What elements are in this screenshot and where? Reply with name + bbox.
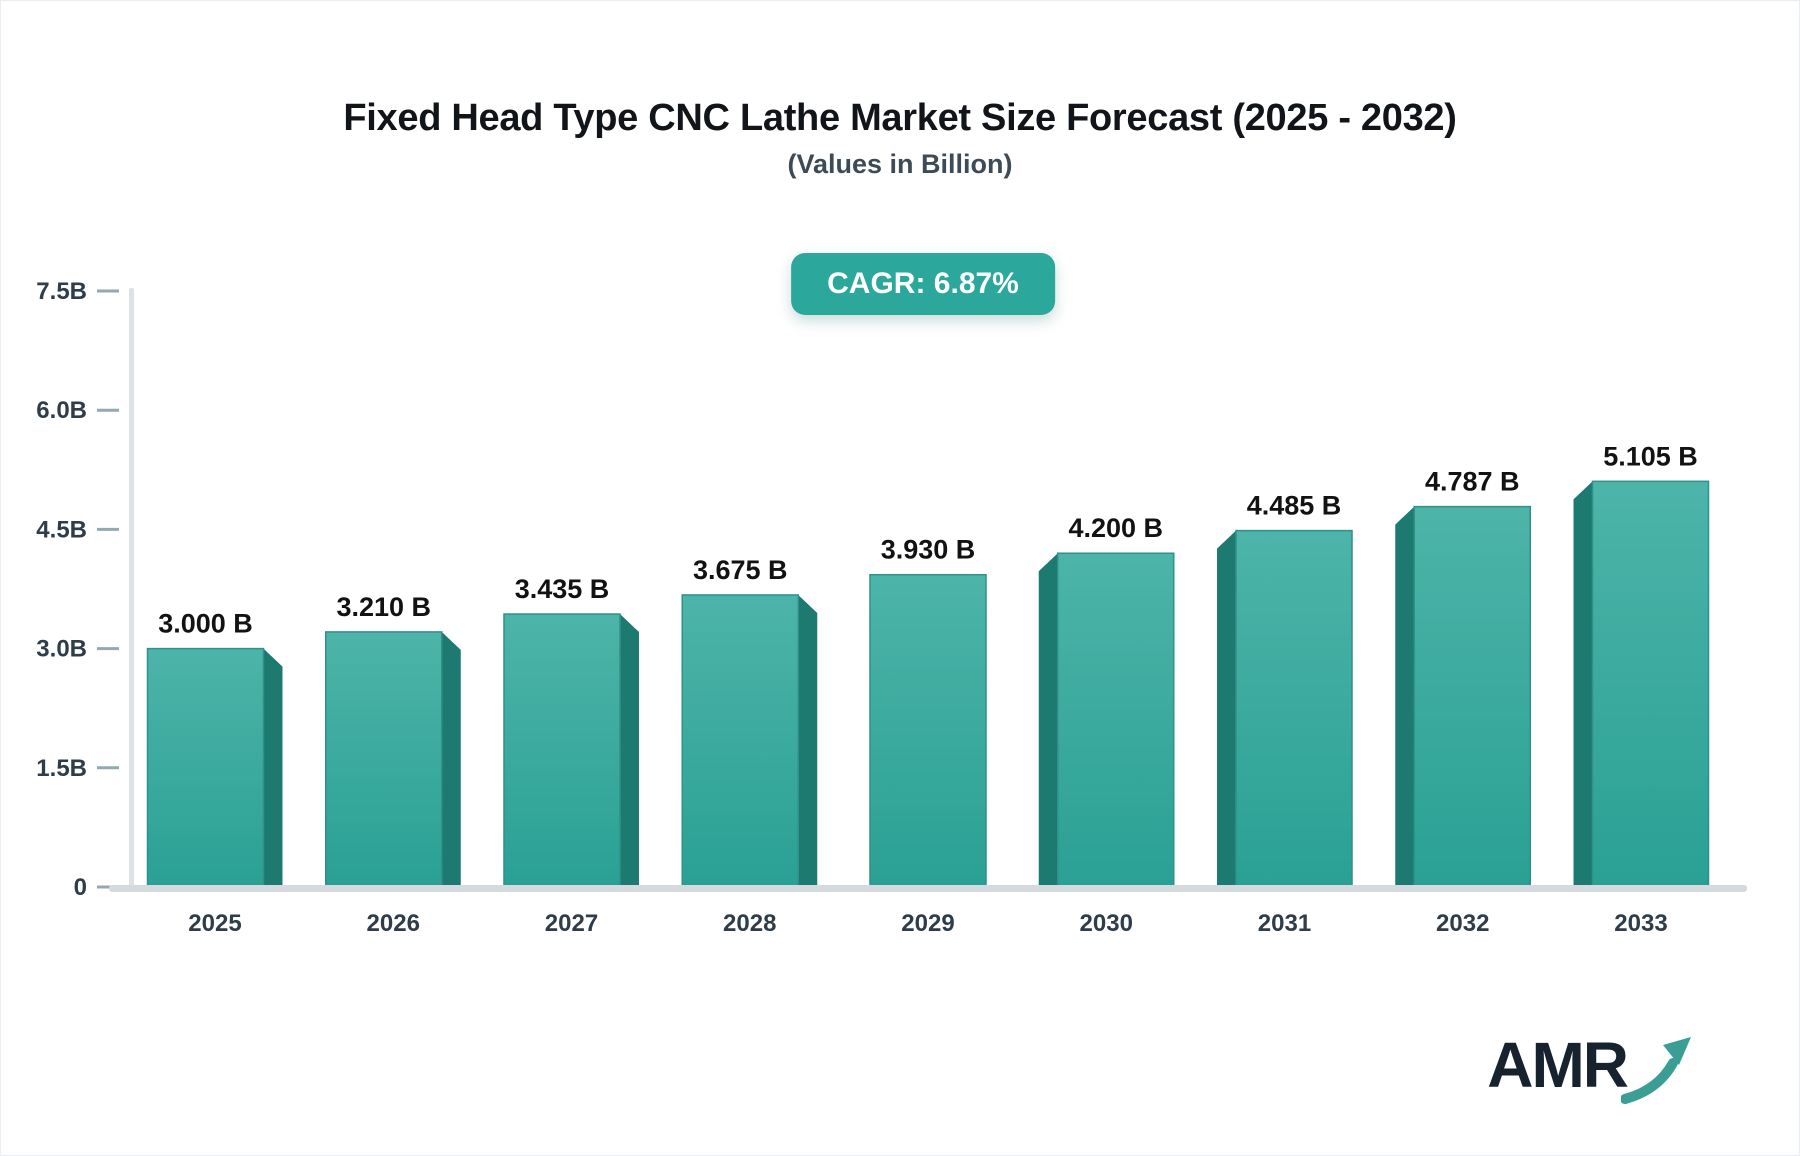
bar-side-2027 [620, 614, 639, 887]
x-tick-label: 2027 [545, 910, 598, 937]
y-axis-line [129, 288, 134, 890]
bar-2025 [146, 647, 265, 888]
x-tick-label: 2026 [367, 910, 420, 937]
bar-side-2025 [263, 648, 283, 887]
bar-2033 [1591, 480, 1710, 888]
bar-value-label: 5.105 B [1603, 441, 1698, 471]
y-tick-label: 4.5B [36, 516, 87, 543]
bar-2030 [1057, 552, 1175, 888]
bar-side-2026 [441, 631, 461, 887]
x-axis-baseline [109, 885, 1747, 892]
bar-2031 [1235, 529, 1353, 888]
bar-value-label: 3.435 B [515, 574, 610, 604]
bar-2029 [869, 573, 987, 888]
x-tick-label: 2031 [1258, 910, 1311, 937]
x-tick-label: 2029 [901, 910, 954, 937]
bar-value-label: 3.210 B [336, 592, 431, 622]
y-tick-label: 1.5B [36, 755, 87, 782]
cagr-badge: CAGR: 6.87% [791, 253, 1055, 315]
y-tick-label: 3.0B [36, 636, 87, 663]
x-tick-label: 2033 [1614, 910, 1667, 937]
bar-value-label: 4.787 B [1425, 467, 1520, 497]
bar-value-label: 3.000 B [158, 609, 253, 639]
y-tick-label: 6.0B [36, 397, 87, 424]
bar-value-label: 3.930 B [881, 535, 976, 565]
amr-logo-text: AMR [1487, 1029, 1629, 1101]
bar-side-2028 [798, 594, 818, 887]
bar-2028 [681, 594, 799, 888]
bar-2027 [503, 613, 621, 888]
bar-side-2030 [1038, 553, 1058, 887]
y-tick-label: 0 [74, 874, 87, 901]
x-tick-label: 2030 [1080, 910, 1133, 937]
bar-value-label: 4.200 B [1068, 513, 1163, 543]
bar-value-label: 3.675 B [693, 555, 788, 585]
amr-logo: AMR [1487, 1033, 1695, 1109]
page-title: Fixed Head Type CNC Lathe Market Size Fo… [343, 97, 1457, 139]
bar-2026 [325, 631, 443, 888]
bar-side-2032 [1395, 506, 1415, 887]
x-tick-label: 2025 [188, 910, 241, 937]
page-subtitle: (Values in Billion) [787, 149, 1013, 179]
x-tick-label: 2032 [1436, 910, 1489, 937]
bar-side-2031 [1217, 530, 1236, 887]
growth-arrow-icon [1621, 1037, 1691, 1104]
x-tick-label: 2028 [723, 910, 776, 937]
y-tick-label: 7.5B [36, 278, 87, 305]
bar-value-label: 4.485 B [1247, 491, 1342, 521]
bar-side-2033 [1573, 481, 1593, 887]
bar-2032 [1413, 505, 1531, 888]
